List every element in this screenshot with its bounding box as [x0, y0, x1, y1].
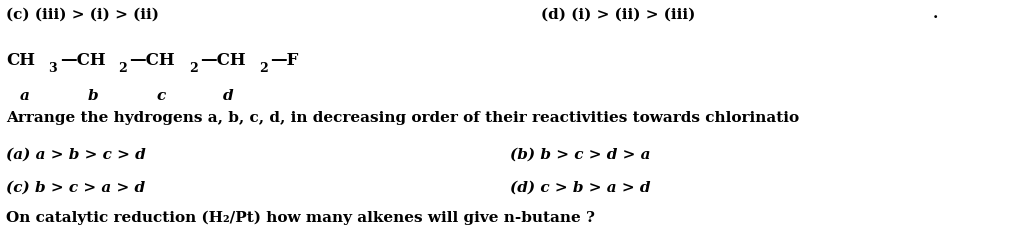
- Text: 2: 2: [119, 62, 127, 75]
- Text: On catalytic reduction (H₂/Pt) how many alkenes will give n-butane ?: On catalytic reduction (H₂/Pt) how many …: [6, 210, 595, 225]
- Text: (c) (iii) > (i) > (ii): (c) (iii) > (i) > (ii): [6, 7, 160, 21]
- Text: —F: —F: [270, 52, 298, 69]
- Text: 2: 2: [188, 62, 198, 75]
- Text: .: .: [933, 7, 938, 21]
- Text: CH: CH: [6, 52, 36, 69]
- Text: (d) (i) > (ii) > (iii): (d) (i) > (ii) > (iii): [541, 7, 695, 21]
- Text: —CH: —CH: [60, 52, 106, 69]
- Text: (c) b > c > a > d: (c) b > c > a > d: [6, 180, 145, 194]
- Text: (a) a > b > c > d: (a) a > b > c > d: [6, 147, 146, 161]
- Text: d: d: [223, 89, 233, 102]
- Text: —CH: —CH: [200, 52, 246, 69]
- Text: Arrange the hydrogens a, b, c, d, in decreasing order of their reactivities towa: Arrange the hydrogens a, b, c, d, in dec…: [6, 111, 800, 125]
- Text: (d) c > b > a > d: (d) c > b > a > d: [510, 180, 651, 194]
- Text: 2: 2: [259, 62, 267, 75]
- Text: —CH: —CH: [130, 52, 175, 69]
- Text: a: a: [19, 89, 30, 102]
- Text: 3: 3: [48, 62, 56, 75]
- Text: b: b: [88, 89, 98, 102]
- Text: (b) b > c > d > a: (b) b > c > d > a: [510, 147, 651, 161]
- Text: c: c: [156, 89, 165, 102]
